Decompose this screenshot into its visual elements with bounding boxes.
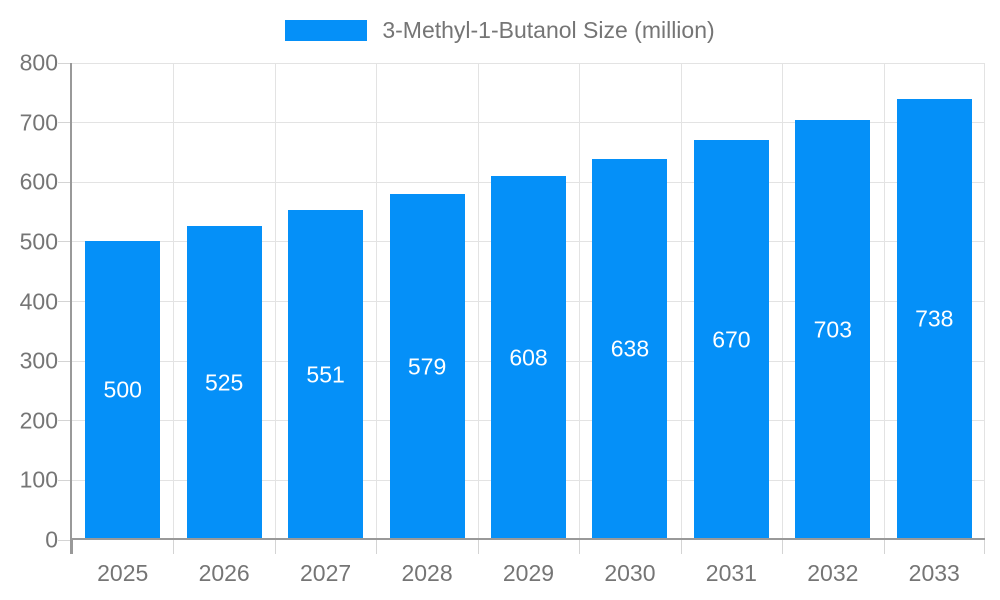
x-axis-tick bbox=[681, 540, 682, 554]
bar-2030[interactable]: 638 bbox=[592, 159, 668, 539]
v-gridline bbox=[376, 63, 377, 540]
y-axis-tick bbox=[58, 539, 72, 541]
x-axis-tick-label: 2031 bbox=[705, 560, 757, 586]
bar-2033[interactable]: 738 bbox=[896, 99, 972, 539]
bar-2025[interactable]: 500 bbox=[85, 241, 161, 539]
y-axis-tick-label: 0 bbox=[45, 526, 58, 553]
x-axis-tick-label: 2026 bbox=[198, 560, 250, 586]
x-axis-tick-label: 2029 bbox=[502, 560, 555, 586]
v-gridline bbox=[984, 63, 985, 540]
legend-swatch-icon bbox=[285, 20, 368, 42]
x-axis-tick bbox=[478, 540, 479, 554]
y-axis-tick-label: 300 bbox=[19, 347, 58, 374]
bar-value-label: 670 bbox=[712, 326, 751, 352]
legend-item[interactable]: 3-Methyl-1-Butanol Size (million) bbox=[285, 17, 715, 43]
h-gridline bbox=[72, 62, 985, 64]
x-axis-tick bbox=[376, 540, 377, 554]
bar-2031[interactable]: 670 bbox=[693, 140, 769, 539]
y-axis-tick bbox=[58, 301, 72, 302]
y-axis-tick bbox=[58, 122, 72, 124]
y-axis-line bbox=[70, 63, 72, 554]
bar-2027[interactable]: 551 bbox=[288, 210, 364, 539]
x-axis-tick-label: 2027 bbox=[300, 560, 352, 586]
plot-area: 500 525 551 579 608 638 670 703 738 bbox=[58, 62, 985, 554]
x-axis-tick bbox=[72, 540, 73, 554]
x-axis: 2025 2026 2027 2028 2029 2030 2031 2032 2033 bbox=[72, 560, 985, 592]
x-axis-tick-label: 2028 bbox=[401, 560, 453, 586]
y-axis-tick-label: 800 bbox=[19, 49, 58, 76]
bar-value-label: 551 bbox=[306, 361, 345, 387]
h-gridline bbox=[72, 122, 985, 124]
y-axis-tick bbox=[58, 62, 72, 64]
x-axis-tick bbox=[275, 540, 276, 554]
y-axis-tick-label: 600 bbox=[19, 168, 58, 195]
bar-value-label: 738 bbox=[915, 305, 954, 332]
bar-value-label: 703 bbox=[813, 316, 853, 342]
y-axis-tick-label: 100 bbox=[19, 466, 58, 493]
x-axis-tick-label: 2025 bbox=[97, 560, 149, 586]
legend-label: 3-Methyl-1-Butanol Size (million) bbox=[382, 17, 715, 43]
bar-value-label: 500 bbox=[103, 376, 142, 403]
x-axis-tick-label: 2030 bbox=[604, 560, 656, 586]
y-axis-tick bbox=[58, 420, 72, 422]
y-axis-tick-label: 200 bbox=[19, 407, 58, 434]
x-axis-line bbox=[72, 538, 985, 540]
bar-value-label: 525 bbox=[204, 369, 244, 395]
y-axis: 0 100 200 300 400 500 600 700 800 bbox=[0, 50, 58, 553]
x-axis-tick-label: 2032 bbox=[807, 560, 859, 586]
v-gridline bbox=[478, 63, 479, 540]
y-axis-tick-label: 400 bbox=[19, 288, 58, 314]
v-gridline bbox=[579, 63, 580, 540]
v-gridline bbox=[275, 63, 276, 540]
x-axis-tick bbox=[782, 540, 783, 554]
v-gridline bbox=[782, 63, 783, 540]
bar-2029[interactable]: 608 bbox=[491, 176, 566, 539]
y-axis-tick-label: 700 bbox=[19, 109, 58, 136]
bar-2028[interactable]: 579 bbox=[389, 194, 465, 539]
x-axis-tick bbox=[884, 540, 885, 554]
x-axis-tick-label: 2033 bbox=[908, 560, 960, 586]
y-axis-tick-label: 500 bbox=[19, 228, 58, 255]
y-axis-tick bbox=[58, 479, 72, 481]
x-axis-tick bbox=[579, 540, 580, 554]
v-gridline bbox=[681, 63, 682, 540]
bar-value-label: 638 bbox=[610, 335, 650, 362]
y-axis-tick bbox=[58, 241, 72, 243]
bar-2032[interactable]: 703 bbox=[795, 120, 871, 539]
bar-value-label: 579 bbox=[407, 353, 447, 379]
legend: 3-Methyl-1-Butanol Size (million) bbox=[0, 17, 1000, 43]
v-gridline bbox=[173, 63, 174, 540]
x-axis-tick bbox=[984, 540, 985, 554]
y-axis-tick bbox=[58, 360, 72, 362]
y-axis-tick bbox=[58, 181, 72, 183]
bar-value-label: 608 bbox=[509, 344, 548, 370]
x-axis-tick bbox=[173, 540, 174, 554]
v-gridline bbox=[884, 63, 885, 540]
bar-2026[interactable]: 525 bbox=[186, 226, 262, 539]
